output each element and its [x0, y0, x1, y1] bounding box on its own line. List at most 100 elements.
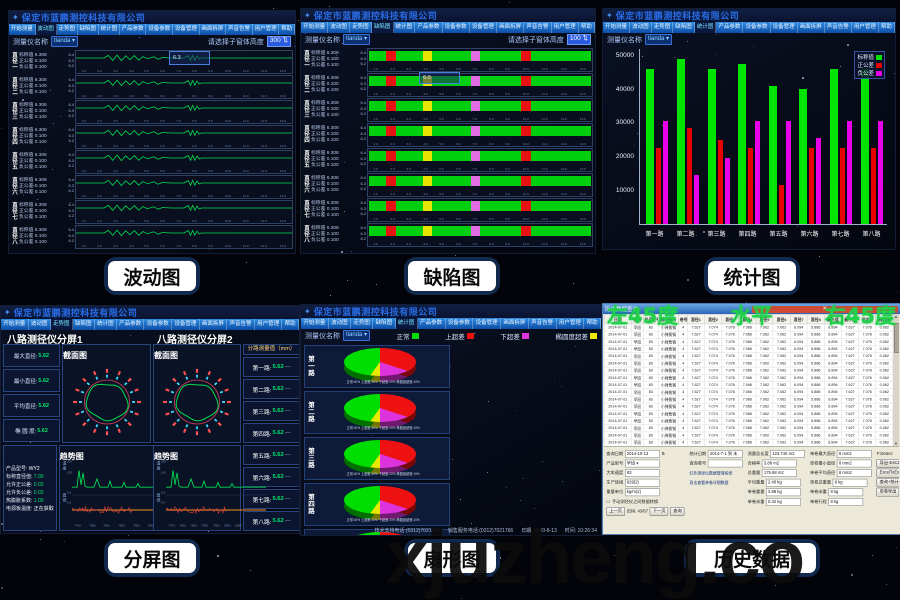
menu-item[interactable]: 波动图 — [630, 22, 652, 33]
gauge-name-dropdown[interactable]: tianda ▾ — [51, 36, 79, 47]
menu-item[interactable]: 设备参数 — [144, 319, 173, 330]
table-row[interactable]: 2014-07-01 早班 83 小弹簧钢 4 7.627 7.074 7.076 7.066 7… — [604, 337, 894, 346]
field-value[interactable]: kg/m(2) — [625, 488, 660, 496]
checkbox[interactable]: ☐ — [606, 499, 611, 504]
bar-group[interactable] — [703, 49, 734, 224]
table-row[interactable]: 2014-07-01 早班 83 小弹簧钢 4 7.627 7.074 7.076 7.066 7… — [604, 345, 894, 354]
date-spinner[interactable]: ⇅ — [661, 451, 666, 456]
menu-item[interactable]: 产品参数 — [415, 22, 443, 33]
gauge-name-dropdown[interactable]: tianda ▾ — [343, 34, 371, 45]
menu-item[interactable]: 走势图 — [350, 22, 372, 33]
field-value[interactable]: 83 — [625, 468, 660, 477]
table-row[interactable]: 2014-07-01 早班 83 小弹簧钢 4 7.627 7.074 7.076 7.066 7… — [604, 373, 894, 382]
menu-item[interactable]: 画面拆屏 — [798, 22, 825, 33]
menu-item[interactable]: 走势图 — [50, 319, 73, 330]
menu-item[interactable]: 设备管理 — [172, 319, 200, 330]
menu-item[interactable]: 设备参数 — [146, 24, 174, 35]
pie-card[interactable]: 第五路正常:40% 上超差:30% 下超差:20% 椭圆度超差:10% — [304, 529, 450, 535]
menu-item[interactable]: 波动图 — [29, 319, 51, 330]
menu-item[interactable]: 设备参数 — [446, 318, 474, 329]
window-height-input[interactable]: 300 ⇅ — [266, 36, 291, 47]
bar-group[interactable] — [856, 49, 887, 224]
menu-item[interactable]: 缺陷图 — [78, 24, 99, 35]
menu-item[interactable]: 开始测量 — [301, 22, 329, 33]
menu-item[interactable]: 统计图 — [694, 22, 717, 33]
table-row[interactable]: 2014-07-01 早班 83 小弹簧钢 4 7.627 7.074 7.076 7.066 7… — [604, 417, 894, 426]
pie-card[interactable]: 第二路正常:40% 上超差:30% 下超差:20% 椭圆度超差:10% — [304, 391, 450, 434]
menu-item[interactable]: 用户管理 — [253, 24, 280, 35]
menu-item[interactable]: 画面拆屏 — [497, 22, 525, 33]
column-header[interactable]: 卷号 — [678, 314, 688, 325]
menu-item[interactable]: 波动图 — [35, 24, 57, 35]
bar-group[interactable] — [765, 49, 796, 224]
column-header[interactable]: 日期 — [604, 314, 632, 325]
menu-item[interactable]: 声音告警 — [226, 24, 253, 35]
menu-item[interactable]: 产品参数 — [120, 24, 147, 35]
menu-item[interactable]: 缺陷图 — [673, 22, 695, 33]
menu-item[interactable]: 走势图 — [351, 318, 374, 329]
menu-item[interactable]: 帮助 — [879, 22, 895, 33]
menu-item[interactable]: 统计图 — [95, 319, 117, 330]
bar-group[interactable] — [826, 49, 857, 224]
table-row[interactable]: 2014-07-01 早班 83 小弹簧钢 4 7.627 7.074 7.076 7.066 7… — [604, 438, 894, 446]
field-value[interactable]: 早班 ▾ — [625, 459, 660, 468]
window-height-input[interactable]: 100 ⇅ — [566, 34, 591, 45]
menu-item[interactable]: 设备管理 — [470, 22, 497, 33]
menu-item[interactable]: 声音告警 — [529, 318, 557, 329]
table-row[interactable]: 2014-07-01 早班 83 小弹簧钢 4 7.627 7.074 7.076 7.066 7… — [604, 395, 894, 404]
column-header[interactable]: 直径3 — [721, 314, 740, 325]
table-row[interactable]: 2014-07-01 早班 83 小弹簧钢 4 7.627 7.074 7.076 7.066 7… — [604, 330, 894, 339]
menu-item[interactable]: 开始测量 — [9, 24, 36, 35]
menu-item[interactable]: 设备管理 — [173, 24, 200, 35]
gauge-name-dropdown[interactable]: tianda ▾ — [343, 330, 371, 341]
menu-item[interactable]: 画面拆屏 — [200, 24, 227, 35]
export-button[interactable]: ExcelToExport — [876, 468, 899, 478]
menu-item[interactable]: 帮助 — [279, 24, 295, 35]
column-header[interactable]: 直径5 — [755, 314, 774, 325]
serial-input[interactable] — [708, 459, 743, 468]
menu-item[interactable]: 设备管理 — [473, 318, 501, 329]
table-row[interactable]: 2014-07-01 早班 83 小弹簧钢 4 7.627 7.074 7.076 7.066 7… — [604, 359, 894, 368]
menu-item[interactable]: 用户管理 — [557, 318, 585, 329]
menu-item[interactable]: 缺陷图 — [373, 318, 396, 329]
export-button[interactable]: 导出-EXCEL — [876, 458, 899, 468]
gauge-name-dropdown[interactable]: tianda ▾ — [645, 34, 673, 45]
column-header[interactable]: 平均值 — [858, 314, 877, 325]
menu-item[interactable]: 缺陷图 — [371, 22, 394, 33]
menu-item[interactable]: 统计图 — [99, 24, 120, 35]
bar-group[interactable] — [795, 49, 826, 224]
column-header[interactable]: 产品型号 — [643, 314, 659, 325]
menu-item[interactable]: 设备参数 — [743, 22, 771, 33]
table-row[interactable]: 2014-07-01 早班 83 小弹簧钢 4 7.627 7.074 7.076 7.066 7… — [604, 431, 894, 440]
menu-item[interactable]: 用户管理 — [255, 319, 283, 330]
vertical-scrollbar[interactable]: ▲ ▼ — [893, 314, 899, 446]
bar-group[interactable] — [642, 49, 673, 224]
table-row[interactable]: 2014-07-01 早班 83 小弹簧钢 4 7.627 7.074 7.076 7.066 7… — [604, 388, 894, 397]
table-row[interactable]: 2014-07-01 早班 83 小弹簧钢 4 7.627 7.074 7.076 7.066 7… — [604, 381, 894, 390]
column-header[interactable]: 直径8 — [806, 314, 825, 325]
column-header[interactable]: 规格牌号 — [657, 314, 680, 325]
menu-item[interactable]: 统计图 — [394, 22, 416, 33]
menu-item[interactable]: 开始测量 — [1, 319, 29, 330]
bar-group[interactable] — [734, 49, 765, 224]
scroll-up-arrow[interactable]: ▲ — [894, 314, 898, 319]
export-button[interactable]: 查询+统计 — [876, 477, 899, 487]
table-row[interactable]: 2014-07-01 早班 83 小弹簧钢 4 7.627 7.074 7.076 7.066 7… — [604, 366, 894, 375]
menu-item[interactable]: 产品参数 — [418, 318, 446, 329]
column-header[interactable]: 最小值 — [841, 314, 859, 325]
column-header[interactable]: 椭圆度 — [875, 314, 894, 325]
column-header[interactable]: 直径1 — [687, 314, 705, 325]
menu-item[interactable]: 画面拆屏 — [200, 319, 228, 330]
menu-item[interactable]: 开始测量 — [603, 22, 631, 33]
close-button[interactable]: ✕ — [751, 305, 898, 313]
menu-item[interactable]: 设备管理 — [771, 22, 798, 33]
menu-item[interactable]: 产品参数 — [117, 319, 145, 330]
menu-item[interactable]: 开始测量 — [301, 318, 329, 329]
export-button[interactable]: 单卷导出 — [876, 487, 899, 497]
field-value[interactable]: 629(2) — [625, 478, 660, 487]
menu-item[interactable]: 产品参数 — [716, 22, 744, 33]
pie-card[interactable]: 第一路正常:40% 上超差:30% 下超差:20% 椭圆度超差:10% — [304, 345, 450, 388]
field-value[interactable]: 2014-10-13 — [625, 449, 660, 458]
menu-item[interactable]: 统计图 — [395, 318, 418, 329]
table-row[interactable]: 2014-07-01 早班 83 小弹簧钢 4 7.627 7.074 7.076 7.066 7… — [604, 424, 894, 433]
